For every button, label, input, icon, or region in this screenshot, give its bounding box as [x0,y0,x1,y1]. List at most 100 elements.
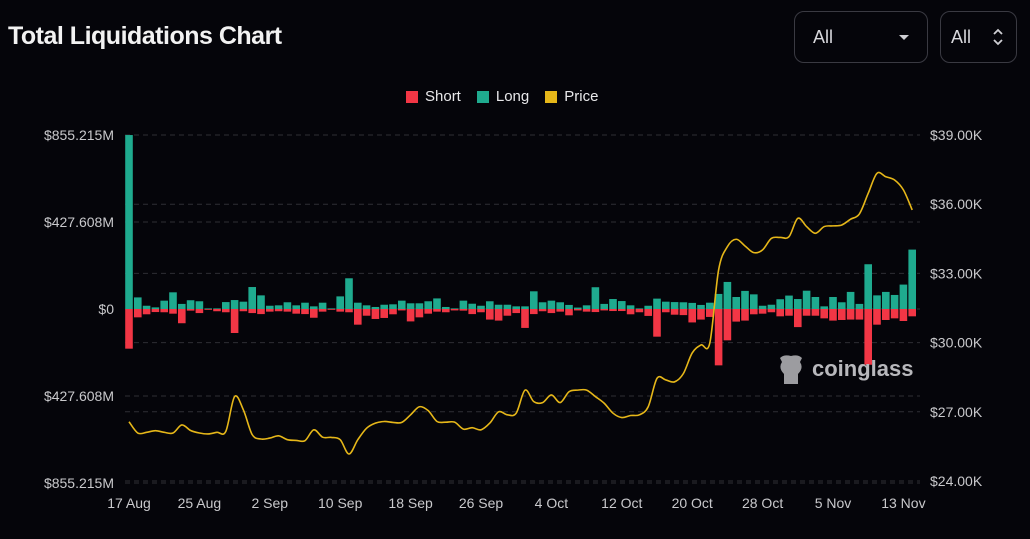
x-tick-label: 18 Sep [388,495,433,511]
short-bar [873,309,881,325]
short-bar [415,309,424,318]
x-tick-label: 10 Sep [318,495,363,511]
chart-legend: Short Long Price [406,88,598,105]
long-bar [477,305,485,309]
exchange-filter-value: All [951,26,972,47]
short-bar [362,309,371,316]
short-bar [222,309,230,313]
long-bar [697,304,705,309]
long-bar [767,304,776,309]
short-bar [151,309,160,313]
short-bar [750,309,758,315]
long-bar [618,301,626,309]
legend-item-long[interactable]: Long [476,88,530,105]
long-bar [512,306,520,309]
long-bar [266,305,274,309]
long-bar [644,305,652,309]
long-bar [213,308,221,310]
long-bar [591,287,600,309]
long-bar [688,302,696,309]
short-bar [582,309,591,312]
long-bar [776,299,784,309]
long-bar [811,296,820,309]
long-bar [829,296,837,309]
short-bar [494,309,503,321]
long-bar [662,301,670,309]
short-bar [688,309,696,323]
short-bar [204,309,212,310]
chevron-up-down-icon [993,28,1003,46]
short-bar [503,309,512,316]
short-bar [354,309,362,325]
short-bar [591,309,600,313]
short-bar [547,309,556,314]
long-bar [679,302,688,309]
short-bar [776,309,784,317]
legend-item-short[interactable]: Short [406,88,461,105]
long-bar [459,300,468,309]
coin-filter-dropdown[interactable]: All [794,11,928,63]
long-bar [882,291,890,309]
short-bar [213,309,221,312]
long-bar [345,278,353,309]
long-bar [257,295,265,309]
short-bar [714,309,723,366]
short-bar [802,309,811,316]
short-bar [178,309,186,324]
short-bar [274,309,283,312]
legend-label-short: Short [425,88,461,105]
short-bar [706,309,714,317]
long-bar [371,306,380,309]
short-bar [644,309,652,316]
long-bar [274,305,283,309]
short-bar [450,309,459,311]
y-right-tick-label: $30.00K [930,335,983,351]
legend-item-price[interactable]: Price [545,88,598,105]
long-bar [714,293,723,309]
long-bar [186,300,195,309]
long-bar [890,294,899,309]
long-bar [318,302,327,309]
short-bar [512,309,520,314]
y-right-tick-label: $33.00K [930,265,983,281]
y-right-tick-label: $36.00K [930,196,983,212]
long-bar [283,302,292,309]
short-bar [670,309,679,315]
long-bar [794,299,802,309]
long-bar [538,302,547,309]
short-bar [327,309,336,310]
long-bar [521,306,529,309]
short-bar [292,309,300,314]
long-bar [142,305,151,309]
long-bar [626,305,635,309]
short-bar [829,309,837,321]
price-line [128,171,913,455]
short-bar [758,309,767,314]
long-bar [468,303,476,309]
y-right-tick-label: $27.00K [930,404,983,420]
short-bar [662,309,670,313]
short-bar [882,309,890,320]
legend-label-long: Long [495,88,530,105]
short-bar [186,309,195,311]
exchange-filter-select[interactable]: All [940,11,1017,63]
long-bar [424,301,432,309]
long-bar [670,302,679,309]
long-bar [547,300,556,309]
long-bar [609,299,617,309]
short-bar [855,309,864,320]
long-bar [169,292,177,309]
short-bar [142,309,151,315]
long-bar [706,302,714,309]
short-bar [846,309,855,320]
short-bar [125,309,133,349]
x-tick-label: 20 Oct [672,495,713,511]
watermark-text: coinglass [812,356,914,381]
short-bar [169,309,177,314]
short-bar [239,309,248,312]
short-bar [477,309,485,313]
long-swatch [476,90,489,103]
short-bar [486,309,494,320]
coin-filter-value: All [813,26,834,47]
short-bar [635,309,644,313]
